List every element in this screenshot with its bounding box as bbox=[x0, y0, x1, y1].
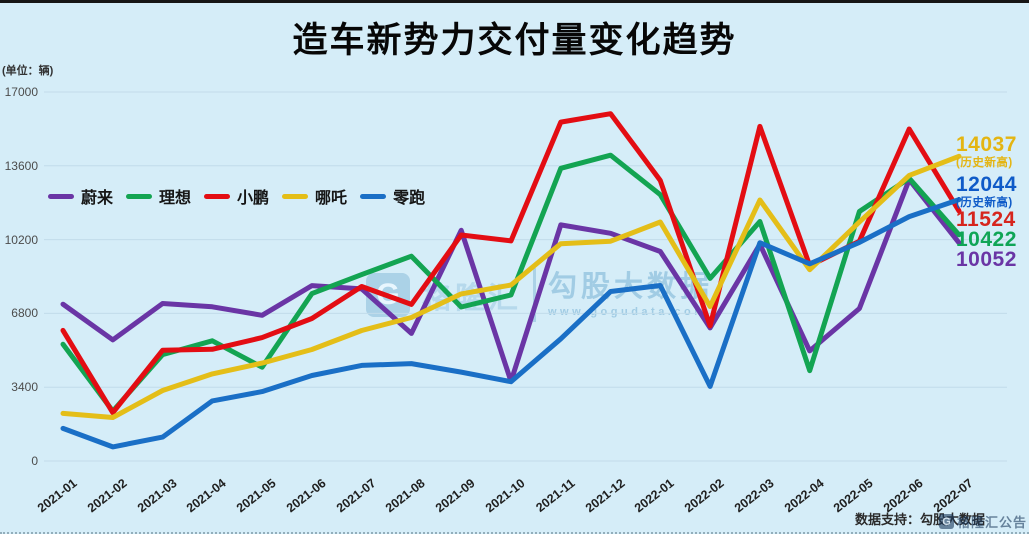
legend-swatch-icon bbox=[360, 193, 387, 199]
annotation-蔚来: 10052 bbox=[956, 249, 1017, 270]
chart-legend: 蔚来 理想 小鹏 哪吒 零跑 bbox=[48, 184, 425, 208]
legend-label: 蔚来 bbox=[81, 190, 114, 207]
legend-swatch-icon bbox=[204, 193, 231, 199]
annotation-小鹏: 11524 bbox=[956, 209, 1016, 230]
watermark-divider bbox=[533, 268, 536, 322]
annotation-零跑: 12044 (历史新高) bbox=[956, 174, 1017, 210]
gelonghui-logo-icon: G bbox=[938, 514, 954, 529]
legend-item-哪吒: 哪吒 bbox=[282, 184, 347, 208]
legend-swatch-icon bbox=[126, 193, 153, 199]
annotation-value: 14037 bbox=[956, 133, 1017, 156]
legend-item-理想: 理想 bbox=[126, 184, 191, 208]
annotation-value: 11524 bbox=[956, 208, 1016, 231]
annotation-哪吒: 14037 (历史新高) bbox=[956, 134, 1017, 170]
series-line-零跑 bbox=[60, 197, 962, 450]
y-axis-tick-label: 13600 bbox=[4, 158, 38, 173]
annotation-value: 10052 bbox=[956, 248, 1017, 271]
series-line-哪吒 bbox=[60, 153, 962, 420]
stamp-text: 格隆汇公告 bbox=[956, 515, 1027, 530]
y-axis-tick-label: 10200 bbox=[4, 232, 38, 247]
annotation-note: (历史新高) bbox=[956, 197, 1013, 209]
top-border bbox=[0, 0, 1029, 3]
gelonghui-stamp: G 格隆汇公告 bbox=[938, 512, 1027, 531]
center-watermark: G 格隆汇 勾股大数据 www.gogudata.com bbox=[366, 268, 713, 322]
series-line-理想 bbox=[60, 152, 962, 414]
annotation-理想: 10422 bbox=[956, 229, 1017, 250]
y-axis-tick-label: 0 bbox=[31, 454, 38, 468]
annotation-note: (历史新高) bbox=[956, 157, 1013, 169]
series-line-小鹏 bbox=[60, 111, 962, 416]
bottom-dotted-border bbox=[0, 532, 1029, 534]
chart-title: 造车新势力交付量变化趋势 bbox=[292, 21, 737, 60]
y-axis-unit-label: (单位：辆) bbox=[2, 65, 54, 77]
legend-item-小鹏: 小鹏 bbox=[204, 184, 269, 208]
y-axis-tick-label: 6800 bbox=[11, 306, 38, 321]
legend-item-零跑: 零跑 bbox=[360, 184, 425, 208]
legend-label: 零跑 bbox=[393, 190, 426, 207]
y-axis-tick-label: 17000 bbox=[4, 85, 38, 99]
legend-label: 小鹏 bbox=[237, 190, 270, 207]
legend-label: 哪吒 bbox=[315, 190, 348, 207]
legend-label: 理想 bbox=[159, 190, 192, 207]
annotation-value: 12044 bbox=[956, 173, 1017, 196]
annotation-value: 10422 bbox=[956, 228, 1017, 251]
legend-swatch-icon bbox=[48, 193, 74, 199]
y-axis-tick-label: 3400 bbox=[11, 380, 38, 395]
legend-item-蔚来: 蔚来 bbox=[48, 184, 113, 208]
legend-swatch-icon bbox=[282, 193, 309, 199]
